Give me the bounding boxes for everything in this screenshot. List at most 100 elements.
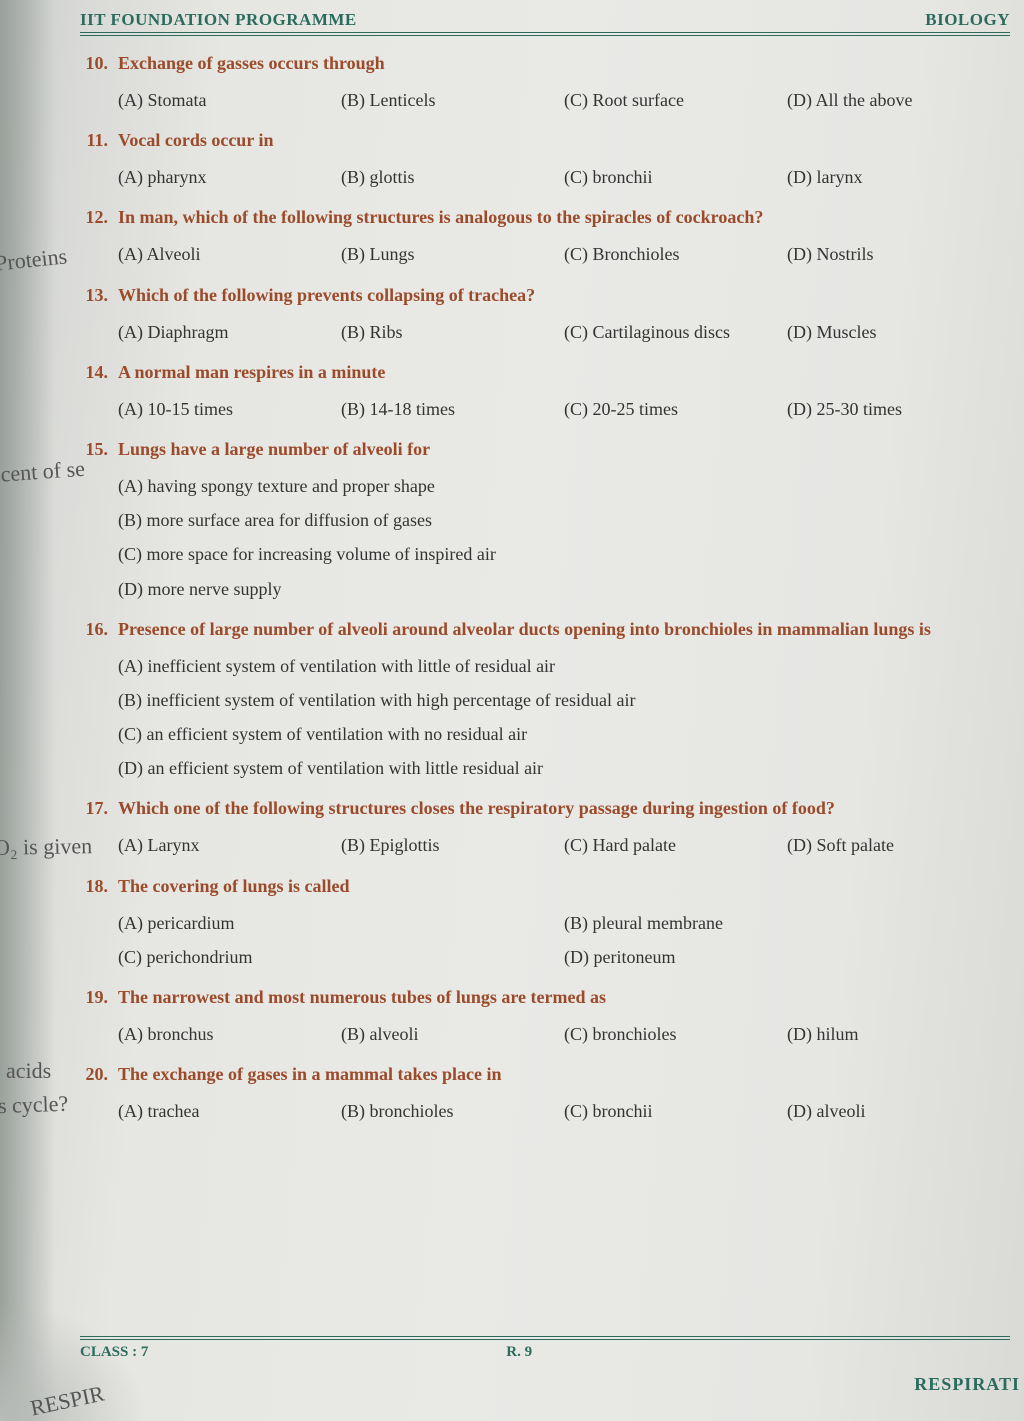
option: (C) perichondrium <box>118 940 564 974</box>
option: (C) Bronchioles <box>564 237 787 271</box>
question-number: 18. <box>80 873 118 900</box>
footer-bar: CLASS : 7 R. 9 <box>80 1336 1010 1361</box>
question-text: The narrowest and most numerous tubes of… <box>118 984 1010 1011</box>
option: (A) having spongy texture and proper sha… <box>118 469 1010 503</box>
question: 20.The exchange of gases in a mammal tak… <box>80 1061 1010 1128</box>
margin-note: acids <box>6 1058 51 1084</box>
options: (A) Alveoli(B) Lungs(C) Bronchioles(D) N… <box>118 237 1010 271</box>
question-row: 13.Which of the following prevents colla… <box>80 282 1010 309</box>
option: (D) hilum <box>787 1017 1010 1051</box>
option: (D) alveoli <box>787 1094 1010 1128</box>
option: (B) bronchioles <box>341 1094 564 1128</box>
page-shadow <box>0 0 55 1421</box>
options-row: (A) 10-15 times(B) 14-18 times(C) 20-25 … <box>118 392 1010 426</box>
question-row: 18.The covering of lungs is called <box>80 873 1010 900</box>
option: (C) more space for increasing volume of … <box>118 537 1010 571</box>
options: (A) Stomata(B) Lenticels(C) Root surface… <box>118 83 1010 117</box>
question-row: 17.Which one of the following structures… <box>80 795 1010 822</box>
question-text: The covering of lungs is called <box>118 873 1010 900</box>
option: (A) bronchus <box>118 1017 341 1051</box>
option: (B) alveoli <box>341 1017 564 1051</box>
option: (D) peritoneum <box>564 940 1010 974</box>
question-number: 12. <box>80 204 118 231</box>
margin-note: 's cycle? <box>0 1091 69 1120</box>
option: (A) inefficient system of ventilation wi… <box>118 649 1010 683</box>
question: 18.The covering of lungs is called (A) pe… <box>80 873 1010 974</box>
question: 12.In man, which of the following struct… <box>80 204 1010 271</box>
question-row: 20.The exchange of gases in a mammal tak… <box>80 1061 1010 1088</box>
option: (A) pharynx <box>118 160 341 194</box>
question-row: 10.Exchange of gasses occurs through <box>80 50 1010 77</box>
option: (A) 10-15 times <box>118 392 341 426</box>
options: (A) pharynx(B) glottis(C) bronchii(D) la… <box>118 160 1010 194</box>
questions-list: 10.Exchange of gasses occurs through (A) … <box>80 50 1010 1128</box>
options: (A) Larynx(B) Epiglottis(C) Hard palate(… <box>118 828 1010 862</box>
option: (B) inefficient system of ventilation wi… <box>118 683 1010 717</box>
option: (B) Lungs <box>341 237 564 271</box>
question-text: The exchange of gases in a mammal takes … <box>118 1061 1010 1088</box>
option: (D) more nerve supply <box>118 572 1010 606</box>
options-row: (A) inefficient system of ventilation wi… <box>118 649 1010 786</box>
question-row: 19.The narrowest and most numerous tubes… <box>80 984 1010 1011</box>
question-text: Which one of the following structures cl… <box>118 795 1010 822</box>
option: (C) Cartilaginous discs <box>564 315 787 349</box>
options-row: (A) Stomata(B) Lenticels(C) Root surface… <box>118 83 1010 117</box>
question-number: 10. <box>80 50 118 77</box>
option: (C) bronchioles <box>564 1017 787 1051</box>
option: (B) glottis <box>341 160 564 194</box>
footer-class: CLASS : 7 <box>80 1344 148 1361</box>
option: (B) 14-18 times <box>341 392 564 426</box>
margin-note: O₂ is given <box>0 833 92 861</box>
question-number: 16. <box>80 616 118 643</box>
options-row: (A) pericardium(B) pleural membrane(C) p… <box>118 906 1010 974</box>
question-row: 12.In man, which of the following struct… <box>80 204 1010 231</box>
question-number: 17. <box>80 795 118 822</box>
question-number: 14. <box>80 359 118 386</box>
header-bar: IIT FOUNDATION PROGRAMME BIOLOGY <box>80 10 1010 36</box>
option: (C) Hard palate <box>564 828 787 862</box>
option: (C) 20-25 times <box>564 392 787 426</box>
options: (A) having spongy texture and proper sha… <box>118 469 1010 606</box>
option: (A) Diaphragm <box>118 315 341 349</box>
question-text: In man, which of the following structure… <box>118 204 1010 231</box>
options: (A) pericardium(B) pleural membrane(C) p… <box>118 906 1010 974</box>
question-text: A normal man respires in a minute <box>118 359 1010 386</box>
question-text: Vocal cords occur in <box>118 127 1010 154</box>
options-row: (A) bronchus(B) alveoli(C) bronchioles(D… <box>118 1017 1010 1051</box>
question-row: 14.A normal man respires in a minute <box>80 359 1010 386</box>
options: (A) bronchus(B) alveoli(C) bronchioles(D… <box>118 1017 1010 1051</box>
question: 17.Which one of the following structures… <box>80 795 1010 862</box>
question-row: 16.Presence of large number of alveoli a… <box>80 616 1010 643</box>
margin-note: scent of se <box>0 456 86 488</box>
option: (D) Muscles <box>787 315 1010 349</box>
option: (C) bronchii <box>564 1094 787 1128</box>
options: (A) 10-15 times(B) 14-18 times(C) 20-25 … <box>118 392 1010 426</box>
question-row: 15.Lungs have a large number of alveoli … <box>80 436 1010 463</box>
option: (A) Larynx <box>118 828 341 862</box>
question: 14.A normal man respires in a minute (A) … <box>80 359 1010 426</box>
question-text: Lungs have a large number of alveoli for <box>118 436 1010 463</box>
question: 13.Which of the following prevents colla… <box>80 282 1010 349</box>
option: (C) bronchii <box>564 160 787 194</box>
question-number: 20. <box>80 1061 118 1088</box>
option: (A) trachea <box>118 1094 341 1128</box>
question: 15.Lungs have a large number of alveoli … <box>80 436 1010 606</box>
question: 16.Presence of large number of alveoli a… <box>80 616 1010 786</box>
question-text: Which of the following prevents collapsi… <box>118 282 1010 309</box>
option: (C) Root surface <box>564 83 787 117</box>
question-text: Presence of large number of alveoli arou… <box>118 616 1010 643</box>
question: 10.Exchange of gasses occurs through (A) … <box>80 50 1010 117</box>
option: (D) Nostrils <box>787 237 1010 271</box>
options: (A) trachea(B) bronchioles(C) bronchii(D… <box>118 1094 1010 1128</box>
option: (A) Stomata <box>118 83 341 117</box>
option: (D) Soft palate <box>787 828 1010 862</box>
option: (D) larynx <box>787 160 1010 194</box>
option: (D) All the above <box>787 83 1010 117</box>
options-row: (A) trachea(B) bronchioles(C) bronchii(D… <box>118 1094 1010 1128</box>
option: (C) an efficient system of ventilation w… <box>118 717 1010 751</box>
question-row: 11.Vocal cords occur in <box>80 127 1010 154</box>
option: (D) 25-30 times <box>787 392 1010 426</box>
question-number: 11. <box>80 127 118 154</box>
footer-section: RESPIRATI <box>914 1374 1020 1395</box>
options: (A) inefficient system of ventilation wi… <box>118 649 1010 786</box>
